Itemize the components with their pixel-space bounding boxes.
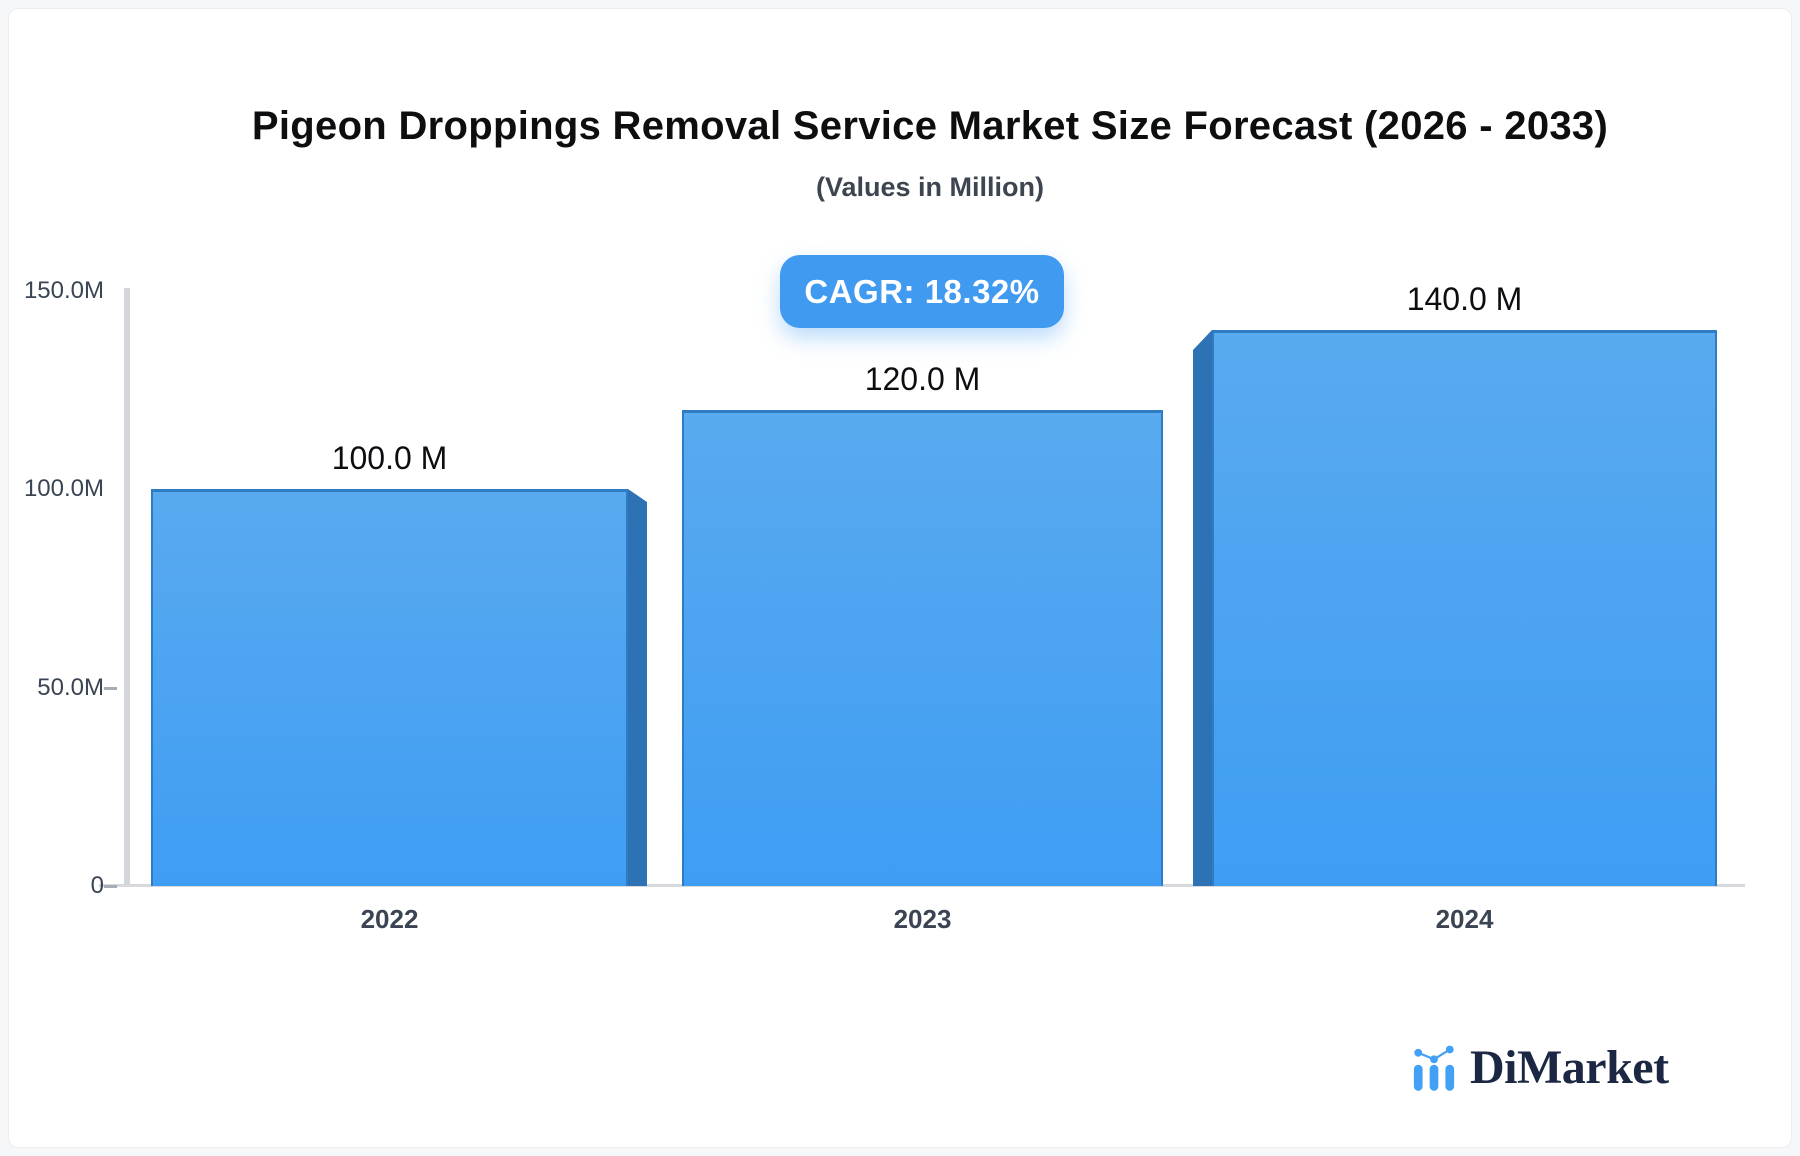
bar-value-label: 120.0 M	[864, 361, 981, 397]
bar-2023[interactable]	[682, 410, 1163, 886]
y-tick-mark	[104, 885, 117, 888]
x-axis-label: 2023	[893, 904, 952, 934]
brand-logo[interactable]: DiMarket	[1412, 1040, 1669, 1095]
y-axis-line	[124, 288, 130, 886]
chart-title: Pigeon Droppings Removal Service Market …	[251, 104, 1609, 148]
y-tick-label: 0	[90, 872, 104, 899]
x-axis-label: 2022	[360, 904, 419, 934]
bar-2022[interactable]	[151, 489, 628, 886]
brand-name: DiMarket	[1470, 1041, 1669, 1094]
y-tick-mark	[104, 686, 117, 690]
y-tick-label: 150.0M	[23, 276, 104, 304]
y-tick-label: 50.0M	[37, 673, 104, 701]
bar-value-label: 100.0 M	[331, 440, 448, 476]
chart-subtitle: (Values in Million)	[815, 172, 1045, 202]
cagr-badge: CAGR: 18.32%	[780, 255, 1064, 328]
bar-side-face	[628, 489, 647, 886]
bar-side-face	[1193, 330, 1212, 886]
bar-chart-trend-icon	[1413, 1045, 1455, 1091]
bar-2024[interactable]	[1212, 330, 1717, 886]
bar-value-label: 140.0 M	[1406, 281, 1523, 317]
x-axis-label: 2024	[1435, 904, 1494, 934]
y-tick-label: 100.0M	[23, 475, 104, 502]
